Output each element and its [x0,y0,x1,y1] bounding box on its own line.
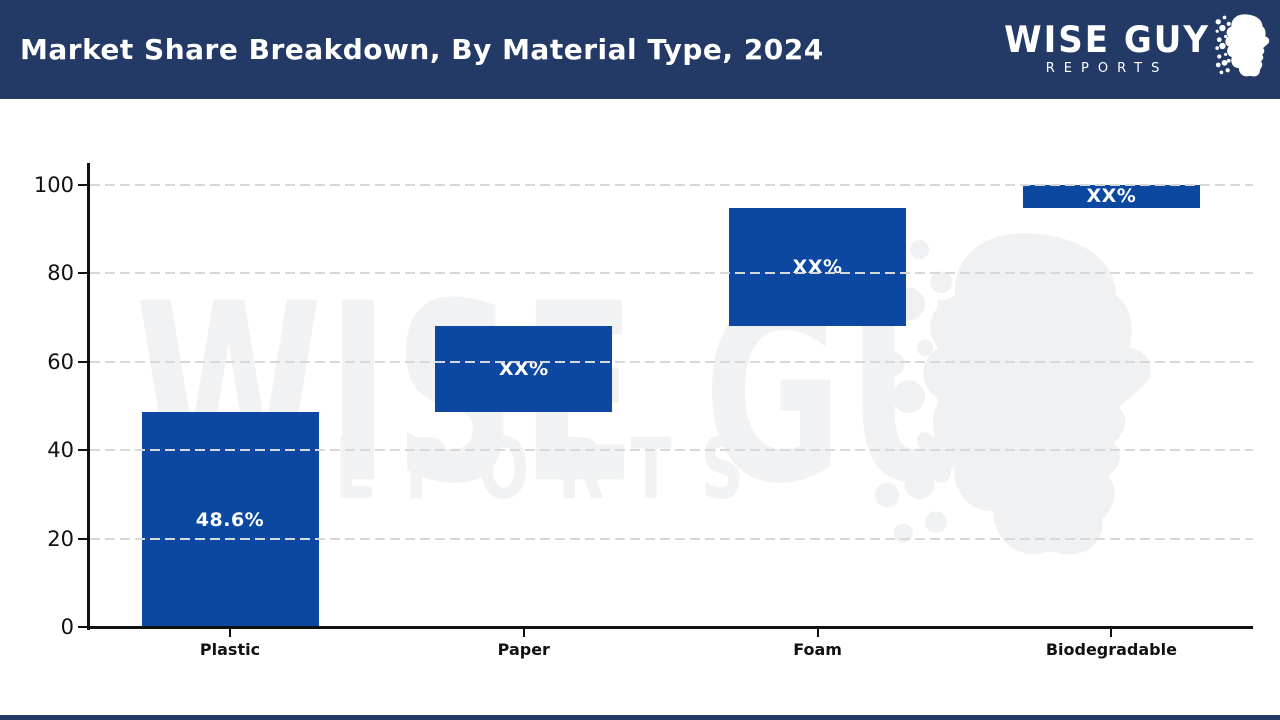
y-tick-label: 40 [47,438,74,463]
y-tick [78,272,87,275]
bar-value-label: XX% [792,256,843,279]
x-axis-spine [87,626,1253,629]
bar-biodegradable: XX% [1022,185,1200,208]
y-tick-label: 60 [47,349,74,374]
y-axis-spine [87,163,90,630]
page-title: Market Share Breakdown, By Material Type… [20,33,824,66]
bar-paper: XX% [435,326,613,413]
bar-plastic: 48.6% [141,412,319,627]
y-tick-label: 80 [47,261,74,286]
logo-subtext: REPORTS [1045,60,1169,76]
x-tick [229,629,231,637]
x-tick-label: Plastic [199,640,261,659]
y-tick-label: 20 [47,526,74,551]
footer-accent-strip [0,715,1280,720]
bar-value-label: 48.6% [195,508,265,531]
wise-guy-logo: WISE GUY REPORTS [1004,0,1272,99]
gridline [90,272,1253,275]
logo-text: WISE GUY REPORTS [1004,18,1210,76]
x-tick [1110,629,1113,637]
bar-value-label: XX% [498,358,549,381]
y-tick [78,184,87,186]
y-tick [78,537,87,540]
y-tick-label: 0 [60,615,74,639]
y-tick [78,360,87,363]
y-tick [78,626,87,628]
y-tick-label: 100 [33,173,74,197]
y-tick [78,449,87,452]
x-tick [816,629,819,637]
logo-head-icon [1215,14,1270,77]
x-tick-label: Paper [497,640,550,659]
x-tick-label: Foam [793,640,842,659]
header-bar: Market Share Breakdown, By Material Type… [0,0,1280,99]
bar-value-label: XX% [1086,185,1137,208]
logo-wordmark: WISE GUY [1004,18,1210,62]
x-tick [522,629,525,637]
bar-foam: XX% [729,207,907,327]
gridline [90,360,1253,363]
x-tick-label: Biodegradable [1045,640,1177,659]
